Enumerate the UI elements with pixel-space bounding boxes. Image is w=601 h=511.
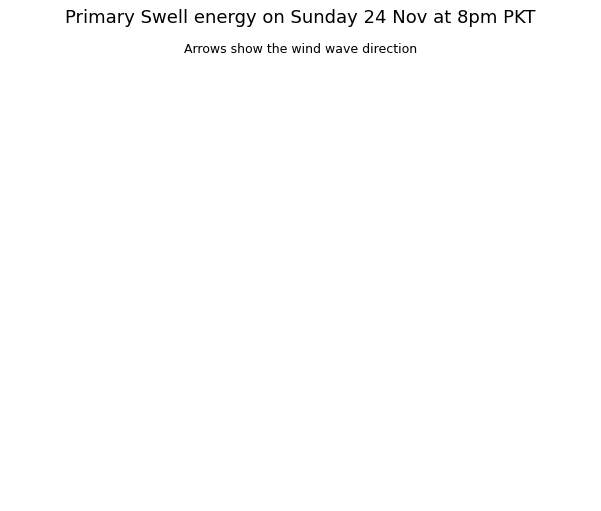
Text: Cartopy required: Cartopy required	[206, 276, 395, 296]
Text: Primary Swell energy on Sunday 24 Nov at 8pm PKT: Primary Swell energy on Sunday 24 Nov at…	[66, 9, 535, 28]
Text: Arrows show the wind wave direction: Arrows show the wind wave direction	[184, 42, 417, 56]
